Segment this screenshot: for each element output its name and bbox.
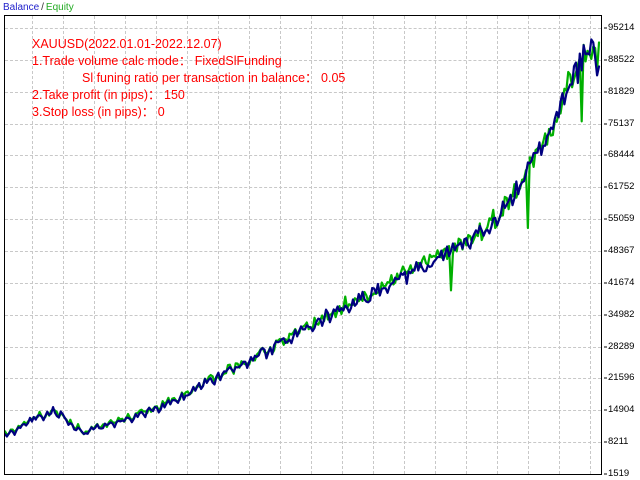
y-axis-tick-mark <box>604 59 607 61</box>
gridline-vertical <box>373 16 374 474</box>
y-axis-tick-mark <box>604 154 607 156</box>
y-axis-tick-mark <box>604 218 607 220</box>
gridline-vertical <box>590 16 591 474</box>
gridline-horizontal <box>5 250 601 252</box>
y-axis-tick-label: 55059 <box>608 213 635 225</box>
gridline-horizontal <box>5 59 601 61</box>
y-axis-tick-label: 68444 <box>608 149 635 161</box>
gridline-vertical <box>435 16 436 474</box>
y-axis-tick-label: 14904 <box>608 404 635 416</box>
y-axis-tick-mark <box>604 473 607 475</box>
y-axis: 95214 88522 81829 75137 68444 61752 55059 48367… <box>604 15 640 479</box>
legend-separator: / <box>41 2 44 13</box>
legend-equity-label: Equity <box>45 2 74 13</box>
y-axis-tick-label: 61752 <box>608 181 635 193</box>
y-axis-tick-mark <box>604 441 607 443</box>
equity-series <box>5 41 601 436</box>
gridline-vertical <box>404 16 405 474</box>
chart-legend: Balance / Equity <box>0 0 640 15</box>
y-axis-tick-label: 28289 <box>608 340 635 352</box>
gridline-horizontal <box>5 123 601 125</box>
gridline-vertical <box>32 16 33 474</box>
y-axis-tick-label: 75137 <box>608 117 635 129</box>
gridline-horizontal <box>5 314 601 316</box>
gridline-vertical <box>280 16 281 474</box>
y-axis-tick-mark <box>604 27 607 29</box>
legend-balance-label: Balance <box>3 2 40 13</box>
y-axis-tick-mark <box>604 346 607 348</box>
gridline-vertical <box>94 16 95 474</box>
y-axis-tick-mark <box>604 377 607 379</box>
gridline-vertical <box>187 16 188 474</box>
y-axis-tick-mark <box>604 282 607 284</box>
gridline-vertical <box>342 16 343 474</box>
gridline-vertical <box>249 16 250 474</box>
gridline-horizontal <box>5 410 601 412</box>
y-axis-tick-mark <box>604 123 607 125</box>
balance-series <box>5 38 601 438</box>
y-axis-tick-label: 1519 <box>608 468 630 479</box>
y-axis-tick-label: 88522 <box>608 53 635 65</box>
y-axis-tick-label: 34982 <box>608 308 635 320</box>
gridline-vertical <box>125 16 126 474</box>
gridline-vertical <box>528 16 529 474</box>
series-layer <box>5 38 601 438</box>
y-axis-tick-mark <box>604 409 607 411</box>
y-axis-tick-label: 41674 <box>608 276 635 288</box>
y-axis-tick-label: 48367 <box>608 244 635 256</box>
gridline-horizontal <box>5 442 601 444</box>
gridline-horizontal <box>5 219 601 221</box>
gridline-horizontal <box>5 28 601 29</box>
gridline-horizontal <box>5 91 601 93</box>
gridline-vertical <box>156 16 157 474</box>
y-axis-tick-mark <box>604 91 607 93</box>
y-axis-tick-mark <box>604 186 607 188</box>
y-axis-tick-mark <box>604 250 607 252</box>
y-axis-tick-label: 95214 <box>608 22 635 33</box>
y-axis-tick-label: 8211 <box>608 436 629 448</box>
gridline-vertical <box>559 16 560 474</box>
gridline-horizontal <box>5 187 601 189</box>
y-axis-tick-mark <box>604 314 607 316</box>
gridline-vertical <box>497 16 498 474</box>
gridline-vertical <box>311 16 312 474</box>
y-axis-tick-label: 81829 <box>608 85 635 97</box>
gridline-horizontal <box>5 378 601 380</box>
gridline-horizontal <box>5 346 601 348</box>
gridline-vertical <box>63 16 64 474</box>
gridline-vertical <box>218 16 219 474</box>
y-axis-tick-label: 21596 <box>608 372 635 384</box>
gridline-horizontal <box>5 282 601 284</box>
plot-area[interactable] <box>4 15 602 475</box>
gridline-horizontal <box>5 155 601 157</box>
